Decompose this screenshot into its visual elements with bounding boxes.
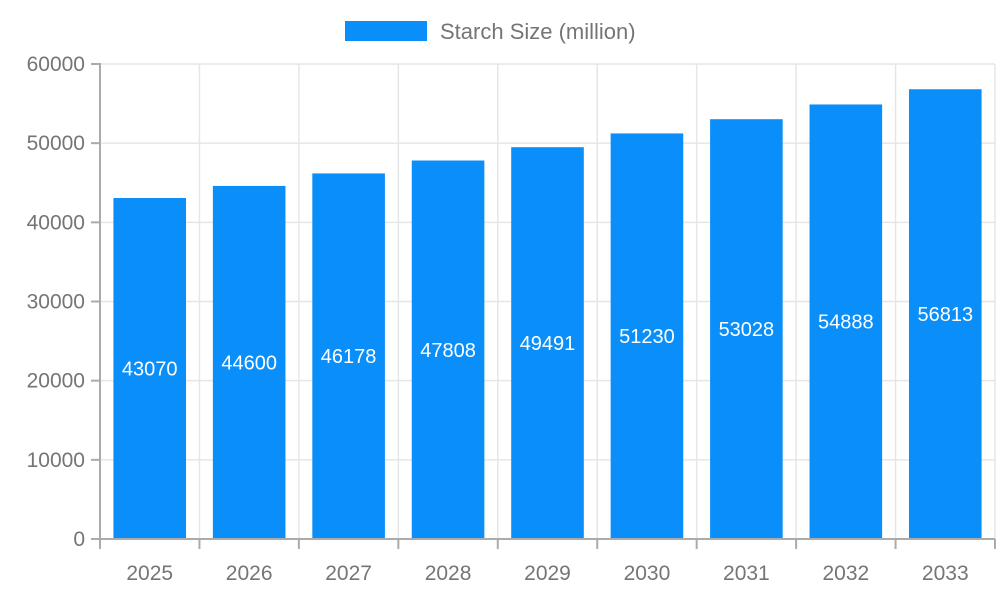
- bar-value-label: 56813: [917, 304, 973, 326]
- x-axis-tick-label: 2032: [822, 562, 869, 585]
- bar-value-label: 44600: [221, 352, 277, 374]
- bar-2029: [511, 147, 584, 540]
- legend-swatch: [345, 21, 427, 41]
- x-axis-tick-label: 2030: [624, 562, 671, 585]
- x-axis-tick-label: 2033: [922, 562, 969, 585]
- x-axis-tick-label: 2026: [226, 562, 273, 585]
- bar-value-label: 49491: [520, 333, 576, 355]
- x-axis-tick-label: 2025: [126, 562, 173, 585]
- x-axis-tick-label: 2031: [723, 562, 770, 585]
- bar-2031: [710, 119, 783, 539]
- bar-2028: [411, 160, 485, 539]
- bar-value-label: 46178: [321, 346, 377, 368]
- y-axis-tick-label: 60000: [27, 53, 85, 76]
- y-axis-tick-label: 30000: [27, 291, 85, 314]
- x-axis-tick-label: 2029: [524, 562, 571, 585]
- x-axis-tick-label: 2027: [325, 562, 372, 585]
- y-axis-tick-label: 0: [73, 528, 85, 551]
- y-axis-tick-label: 50000: [27, 132, 85, 155]
- bar-2027: [312, 173, 385, 539]
- legend-label: Starch Size (million): [440, 19, 636, 44]
- y-axis-tick-label: 40000: [27, 211, 85, 234]
- bar-value-label: 53028: [719, 319, 775, 341]
- bar-2033: [908, 89, 982, 540]
- bar-2032: [809, 104, 883, 539]
- bar-value-label: 51230: [619, 326, 675, 348]
- bar-2025: [113, 198, 187, 539]
- bar-value-label: 43070: [122, 359, 178, 381]
- bar-2030: [610, 133, 684, 539]
- y-axis-tick-label: 10000: [27, 449, 85, 472]
- bar-value-label: 47808: [420, 340, 476, 362]
- x-axis-tick-label: 2028: [425, 562, 472, 585]
- bar-2026: [212, 185, 286, 539]
- y-axis-tick-label: 20000: [27, 370, 85, 393]
- bar-value-label: 54888: [818, 312, 874, 334]
